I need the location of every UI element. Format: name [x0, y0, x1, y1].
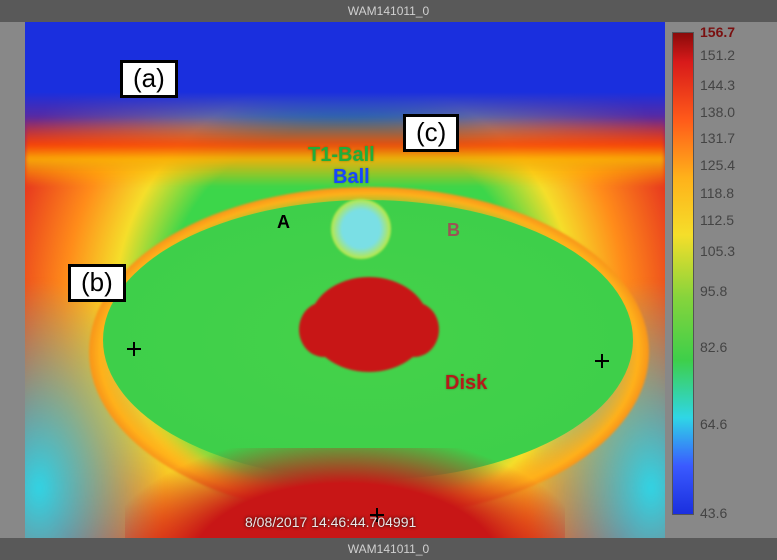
annotation-b: (b) — [68, 264, 126, 302]
titlebar-top: WAM141011_0 — [0, 0, 777, 22]
thermal-image: (a) (b) (c) T1-Ball Ball Disk A B 8/08/2… — [25, 22, 665, 538]
colorbar-tick: 138.0 — [700, 104, 735, 120]
colorbar: 156.7151.2144.3138.0131.7125.4118.8112.5… — [672, 32, 767, 513]
thermal-window: WAM141011_0 (a) (b) (c) T1-Ball Ball Dis… — [0, 0, 777, 560]
colorbar-tick: 43.6 — [700, 505, 727, 521]
colorbar-tick: 82.6 — [700, 339, 727, 355]
colorbar-tick: 144.3 — [700, 77, 735, 93]
colorbar-tick: 156.7 — [700, 24, 735, 40]
colorbar-tick: 131.7 — [700, 130, 735, 146]
viewport: (a) (b) (c) T1-Ball Ball Disk A B 8/08/2… — [0, 22, 777, 538]
label-ball: Ball — [333, 166, 370, 189]
crosshair-marker — [595, 354, 609, 368]
colorbar-gradient — [672, 32, 694, 515]
titlebar-bottom: WAM141011_0 — [0, 538, 777, 560]
label-disk: Disk — [445, 372, 487, 395]
colorbar-tick: 118.8 — [700, 185, 734, 201]
annotation-c: (c) — [403, 114, 459, 152]
label-t1ball: T1-Ball — [308, 144, 375, 167]
window-title: WAM141011_0 — [348, 4, 429, 18]
marker-label-b: B — [447, 220, 460, 241]
center-hotspot — [309, 277, 429, 372]
colorbar-tick: 112.5 — [700, 212, 734, 228]
window-title-bottom: WAM141011_0 — [348, 542, 429, 556]
colorbar-tick: 151.2 — [700, 47, 735, 63]
crosshair-marker — [127, 342, 141, 356]
colorbar-tick: 125.4 — [700, 157, 735, 173]
timestamp: 8/08/2017 14:46:44.704991 — [245, 514, 416, 530]
colorbar-ticks: 156.7151.2144.3138.0131.7125.4118.8112.5… — [694, 32, 767, 513]
marker-label-a: A — [277, 212, 290, 233]
ball-region — [331, 199, 391, 259]
colorbar-tick: 64.6 — [700, 416, 727, 432]
annotation-a: (a) — [120, 60, 178, 98]
colorbar-tick: 105.3 — [700, 243, 735, 259]
colorbar-tick: 95.8 — [700, 283, 727, 299]
